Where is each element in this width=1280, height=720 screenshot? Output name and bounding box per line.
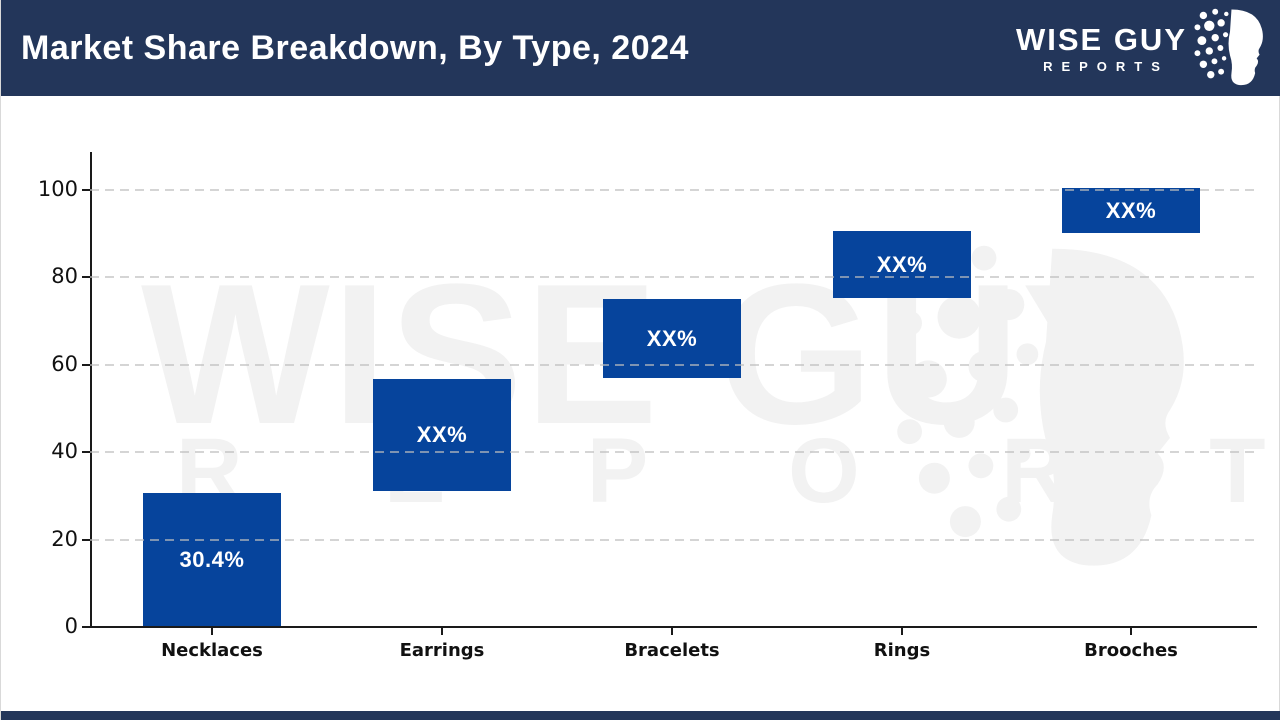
logo-text: WISE GUY REPORTS [1016, 24, 1187, 73]
y-tick-mark [82, 451, 90, 453]
x-category-label: Earrings [399, 640, 485, 661]
x-tick-mark [1130, 628, 1132, 635]
bar: XX% [1062, 188, 1200, 233]
gridline [90, 539, 1257, 541]
footer-band [1, 711, 1280, 720]
x-tick-mark [901, 628, 903, 635]
y-axis-line [90, 152, 92, 628]
y-tick-label: 80 [51, 264, 78, 288]
gridline [90, 189, 1257, 191]
x-category-label: Bracelets [624, 640, 720, 661]
logo-subtitle: REPORTS [1043, 58, 1169, 74]
wise-guy-reports-logo: WISE GUY REPORTS [1016, 0, 1267, 96]
y-tick-mark [82, 276, 90, 278]
bar: XX% [603, 299, 741, 378]
x-tick-mark [671, 628, 673, 635]
gridline [90, 276, 1257, 278]
x-tick-mark [211, 628, 213, 635]
watermark-head-icon [897, 245, 1184, 566]
x-category-label: Brooches [1084, 640, 1178, 661]
x-category-label: Rings [873, 640, 931, 661]
bar-value-label: 30.4% [179, 546, 245, 572]
gridline [90, 451, 1257, 453]
x-category-label: Necklaces [161, 640, 263, 661]
bar: XX% [833, 231, 971, 298]
y-tick-mark [82, 189, 90, 191]
y-tick-mark [82, 626, 90, 628]
bar: XX% [373, 379, 511, 491]
bar-value-label: XX% [1105, 197, 1157, 223]
dotted-head-icon [1194, 8, 1263, 86]
chart-title: Market Share Breakdown, By Type, 2024 [21, 28, 689, 67]
x-axis-line [90, 626, 1257, 628]
y-tick-label: 100 [37, 177, 78, 201]
y-tick-label: 20 [51, 527, 78, 551]
x-tick-mark [441, 628, 443, 635]
bar-value-label: XX% [876, 251, 928, 277]
bar-value-label: XX% [416, 422, 468, 447]
y-tick-label: 40 [51, 439, 78, 463]
logo-wordmark: WISE GUY [1015, 21, 1187, 57]
bar: 30.4% [143, 493, 281, 626]
bar-value-label: XX% [646, 325, 698, 351]
y-tick-label: 60 [51, 352, 78, 376]
y-tick-label: 0 [64, 614, 78, 638]
y-tick-mark [82, 364, 90, 366]
header-band: Market Share Breakdown, By Type, 2024 WI… [1, 0, 1280, 96]
gridline [90, 364, 1257, 366]
y-tick-mark [82, 539, 90, 541]
